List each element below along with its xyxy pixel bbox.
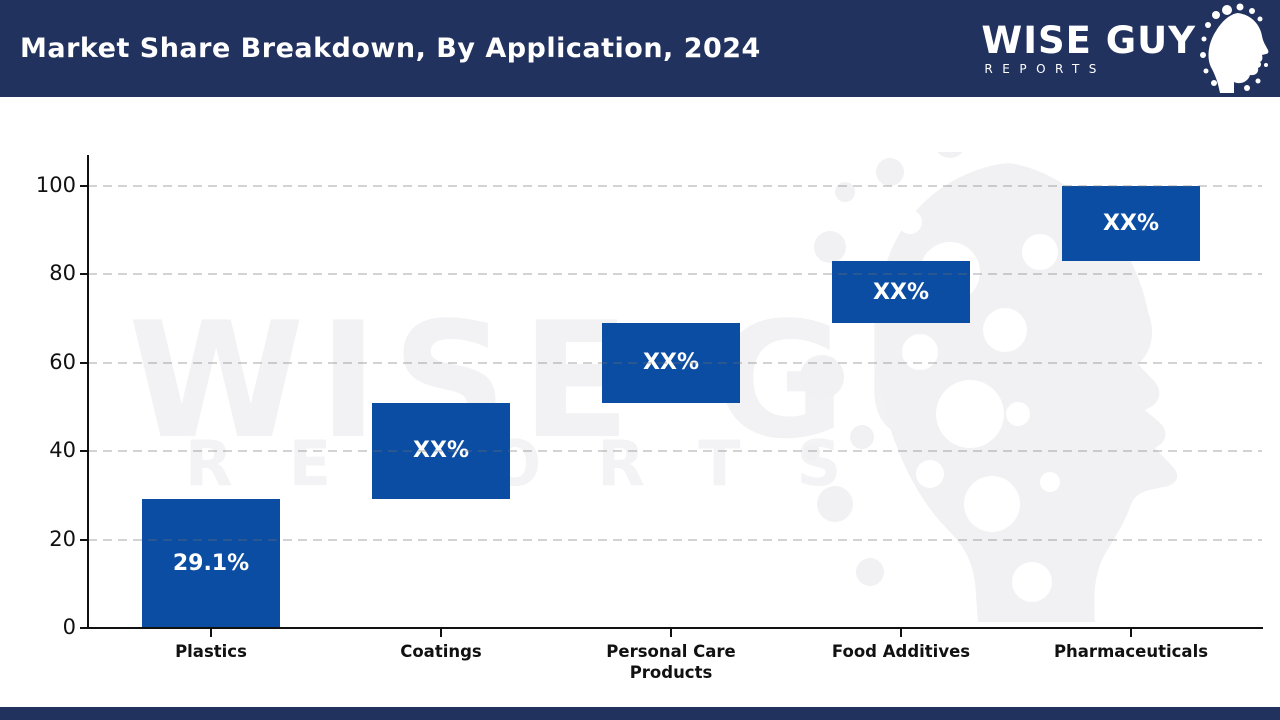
gridline-60 bbox=[88, 361, 1262, 364]
bar-value-label: 29.1% bbox=[172, 551, 250, 577]
y-tick-label-80: 80 bbox=[49, 261, 76, 286]
gridline-100 bbox=[88, 185, 1262, 187]
bar-personal-care-products: XX% bbox=[602, 323, 740, 403]
gridline-80 bbox=[88, 273, 1262, 276]
y-tick-label-20: 20 bbox=[49, 526, 76, 551]
wise-guy-reports-logo: WISE GUY REPORTS bbox=[981, 0, 1272, 97]
x-category-label-4: Pharmaceuticals bbox=[1053, 642, 1209, 661]
page-title: Market Share Breakdown, By Application, … bbox=[20, 33, 761, 64]
plot-area: WISE GUY REPORTS 02040608010029.1%Plasti… bbox=[0, 97, 1280, 707]
x-tick-4 bbox=[1130, 629, 1132, 637]
logo-wordmark: WISE GUY bbox=[981, 18, 1196, 62]
gridline-20 bbox=[88, 538, 1262, 541]
gridline-40 bbox=[88, 450, 1262, 453]
footer-bar bbox=[0, 707, 1280, 720]
header-bar: Market Share Breakdown, By Application, … bbox=[0, 0, 1280, 97]
bar-value-label: XX% bbox=[413, 438, 469, 464]
bar-food-additives: XX% bbox=[832, 261, 970, 323]
x-category-label-2: Personal Care Products bbox=[606, 642, 736, 682]
y-tick-label-40: 40 bbox=[49, 438, 76, 463]
y-tick-20 bbox=[80, 538, 88, 541]
x-tick-0 bbox=[210, 629, 212, 637]
bar-plastics: 29.1% bbox=[142, 499, 280, 628]
x-tick-2 bbox=[670, 629, 672, 637]
y-tick-label-0: 0 bbox=[62, 615, 76, 639]
bar-value-label: XX% bbox=[873, 279, 929, 305]
y-tick-label-100: 100 bbox=[35, 173, 76, 197]
logo-text: WISE GUY REPORTS bbox=[981, 22, 1196, 76]
y-tick-100 bbox=[80, 185, 88, 187]
x-tick-3 bbox=[900, 629, 902, 637]
y-tick-0 bbox=[80, 627, 88, 629]
x-category-label-0: Plastics bbox=[175, 642, 247, 661]
x-category-label-1: Coatings bbox=[400, 642, 482, 661]
y-tick-label-60: 60 bbox=[49, 349, 76, 374]
watermark-subtext: REPORTS bbox=[185, 427, 898, 500]
bar-value-label: XX% bbox=[643, 350, 699, 376]
bar-pharmaceuticals: XX% bbox=[1062, 186, 1200, 262]
y-tick-60 bbox=[80, 361, 88, 364]
bar-coatings: XX% bbox=[372, 402, 510, 500]
y-axis-line bbox=[87, 155, 89, 629]
x-axis-line bbox=[87, 627, 1263, 629]
bar-value-label: XX% bbox=[1103, 211, 1159, 237]
y-tick-80 bbox=[80, 273, 88, 276]
y-tick-40 bbox=[80, 450, 88, 453]
x-tick-1 bbox=[440, 629, 442, 637]
x-category-label-3: Food Additives bbox=[831, 642, 971, 661]
logo-subtitle: REPORTS bbox=[984, 61, 1106, 76]
logo-head-icon bbox=[1200, 3, 1269, 93]
